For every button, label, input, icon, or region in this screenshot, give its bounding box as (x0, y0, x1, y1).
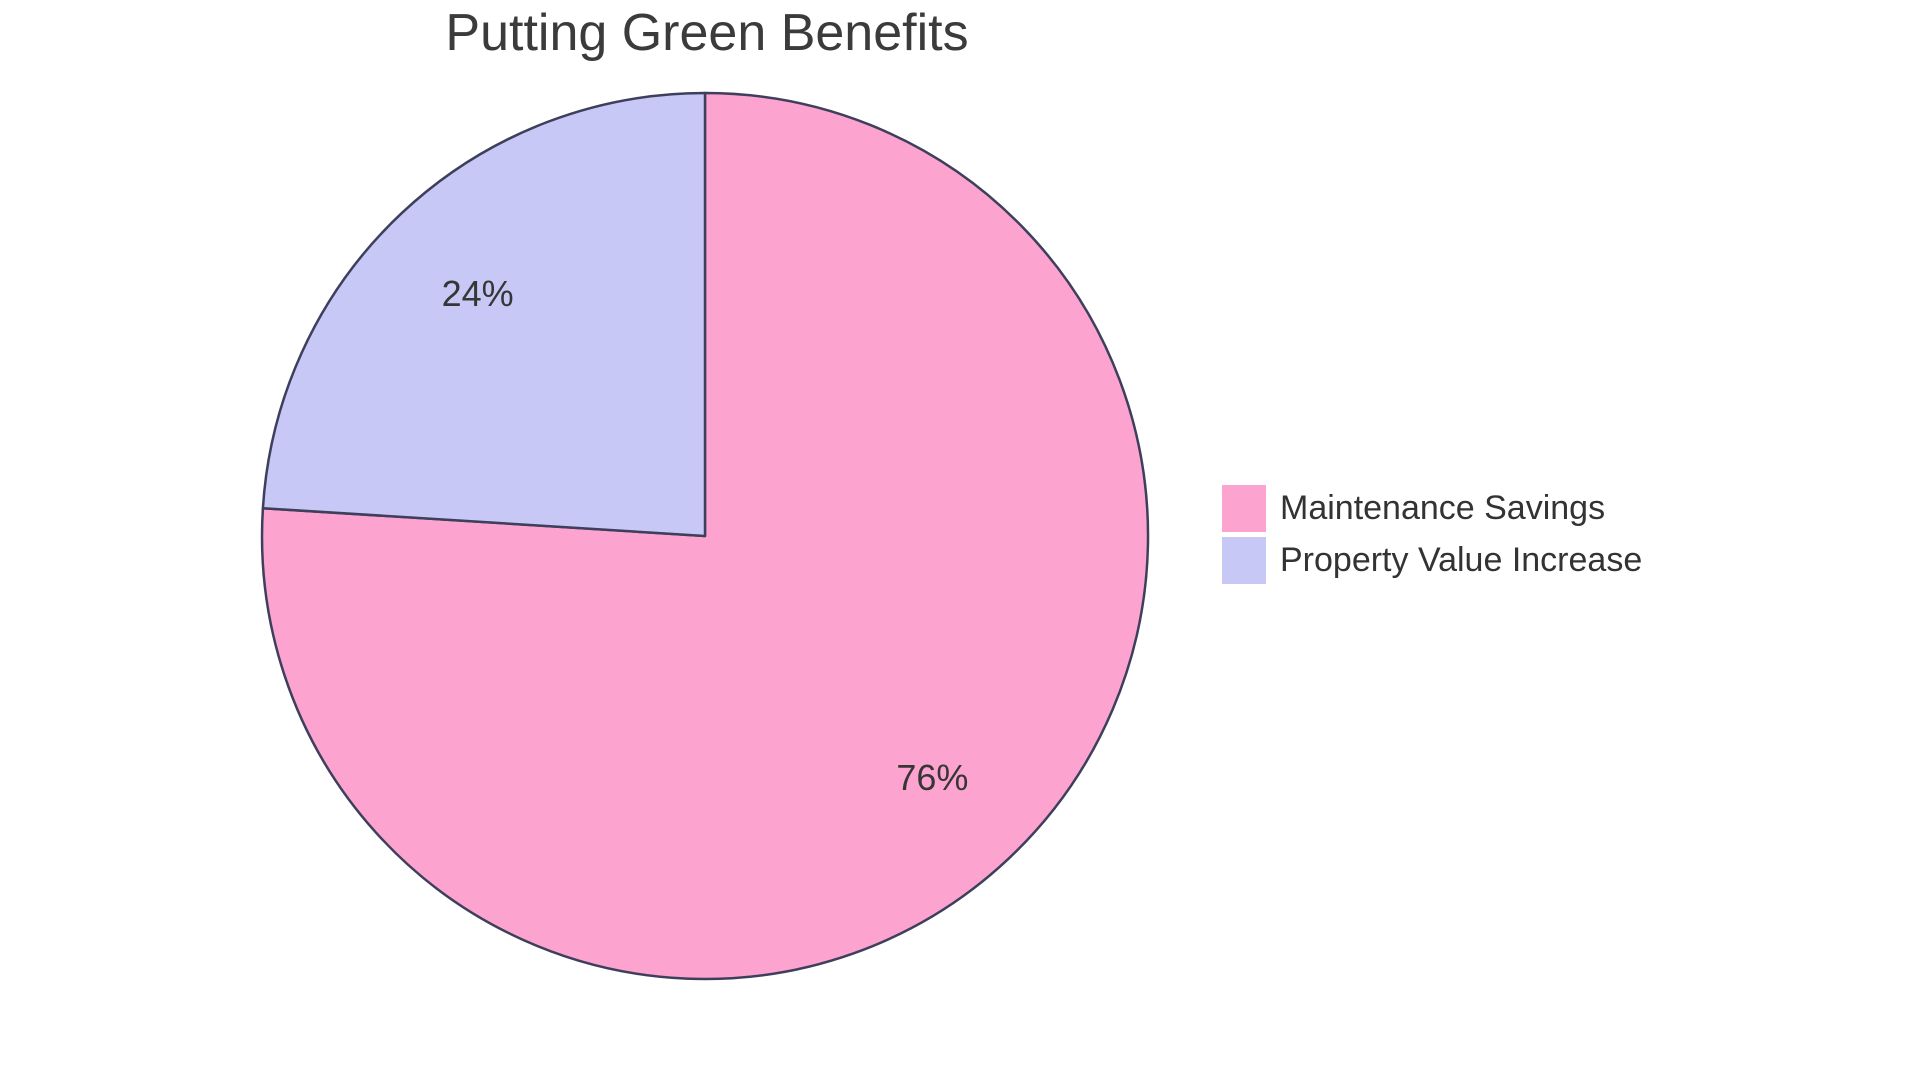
pie-slice-property-value-increase[interactable] (261, 91, 707, 538)
legend-item-maintenance-savings[interactable]: Maintenance Savings (1222, 485, 1642, 532)
legend-swatch-maintenance-savings (1222, 485, 1266, 532)
legend-label-maintenance-savings: Maintenance Savings (1280, 489, 1606, 527)
chart-title: Putting Green Benefits (445, 4, 969, 62)
legend-label-property-value-increase: Property Value Increase (1280, 541, 1643, 579)
legend: Maintenance Savings Property Value Incre… (1222, 485, 1642, 589)
legend-item-property-value-increase[interactable]: Property Value Increase (1222, 537, 1642, 584)
legend-swatch-property-value-increase (1222, 537, 1266, 584)
slice-label-maintenance-savings: 76% (896, 757, 969, 799)
slice-label-property-value-increase: 24% (441, 272, 514, 314)
